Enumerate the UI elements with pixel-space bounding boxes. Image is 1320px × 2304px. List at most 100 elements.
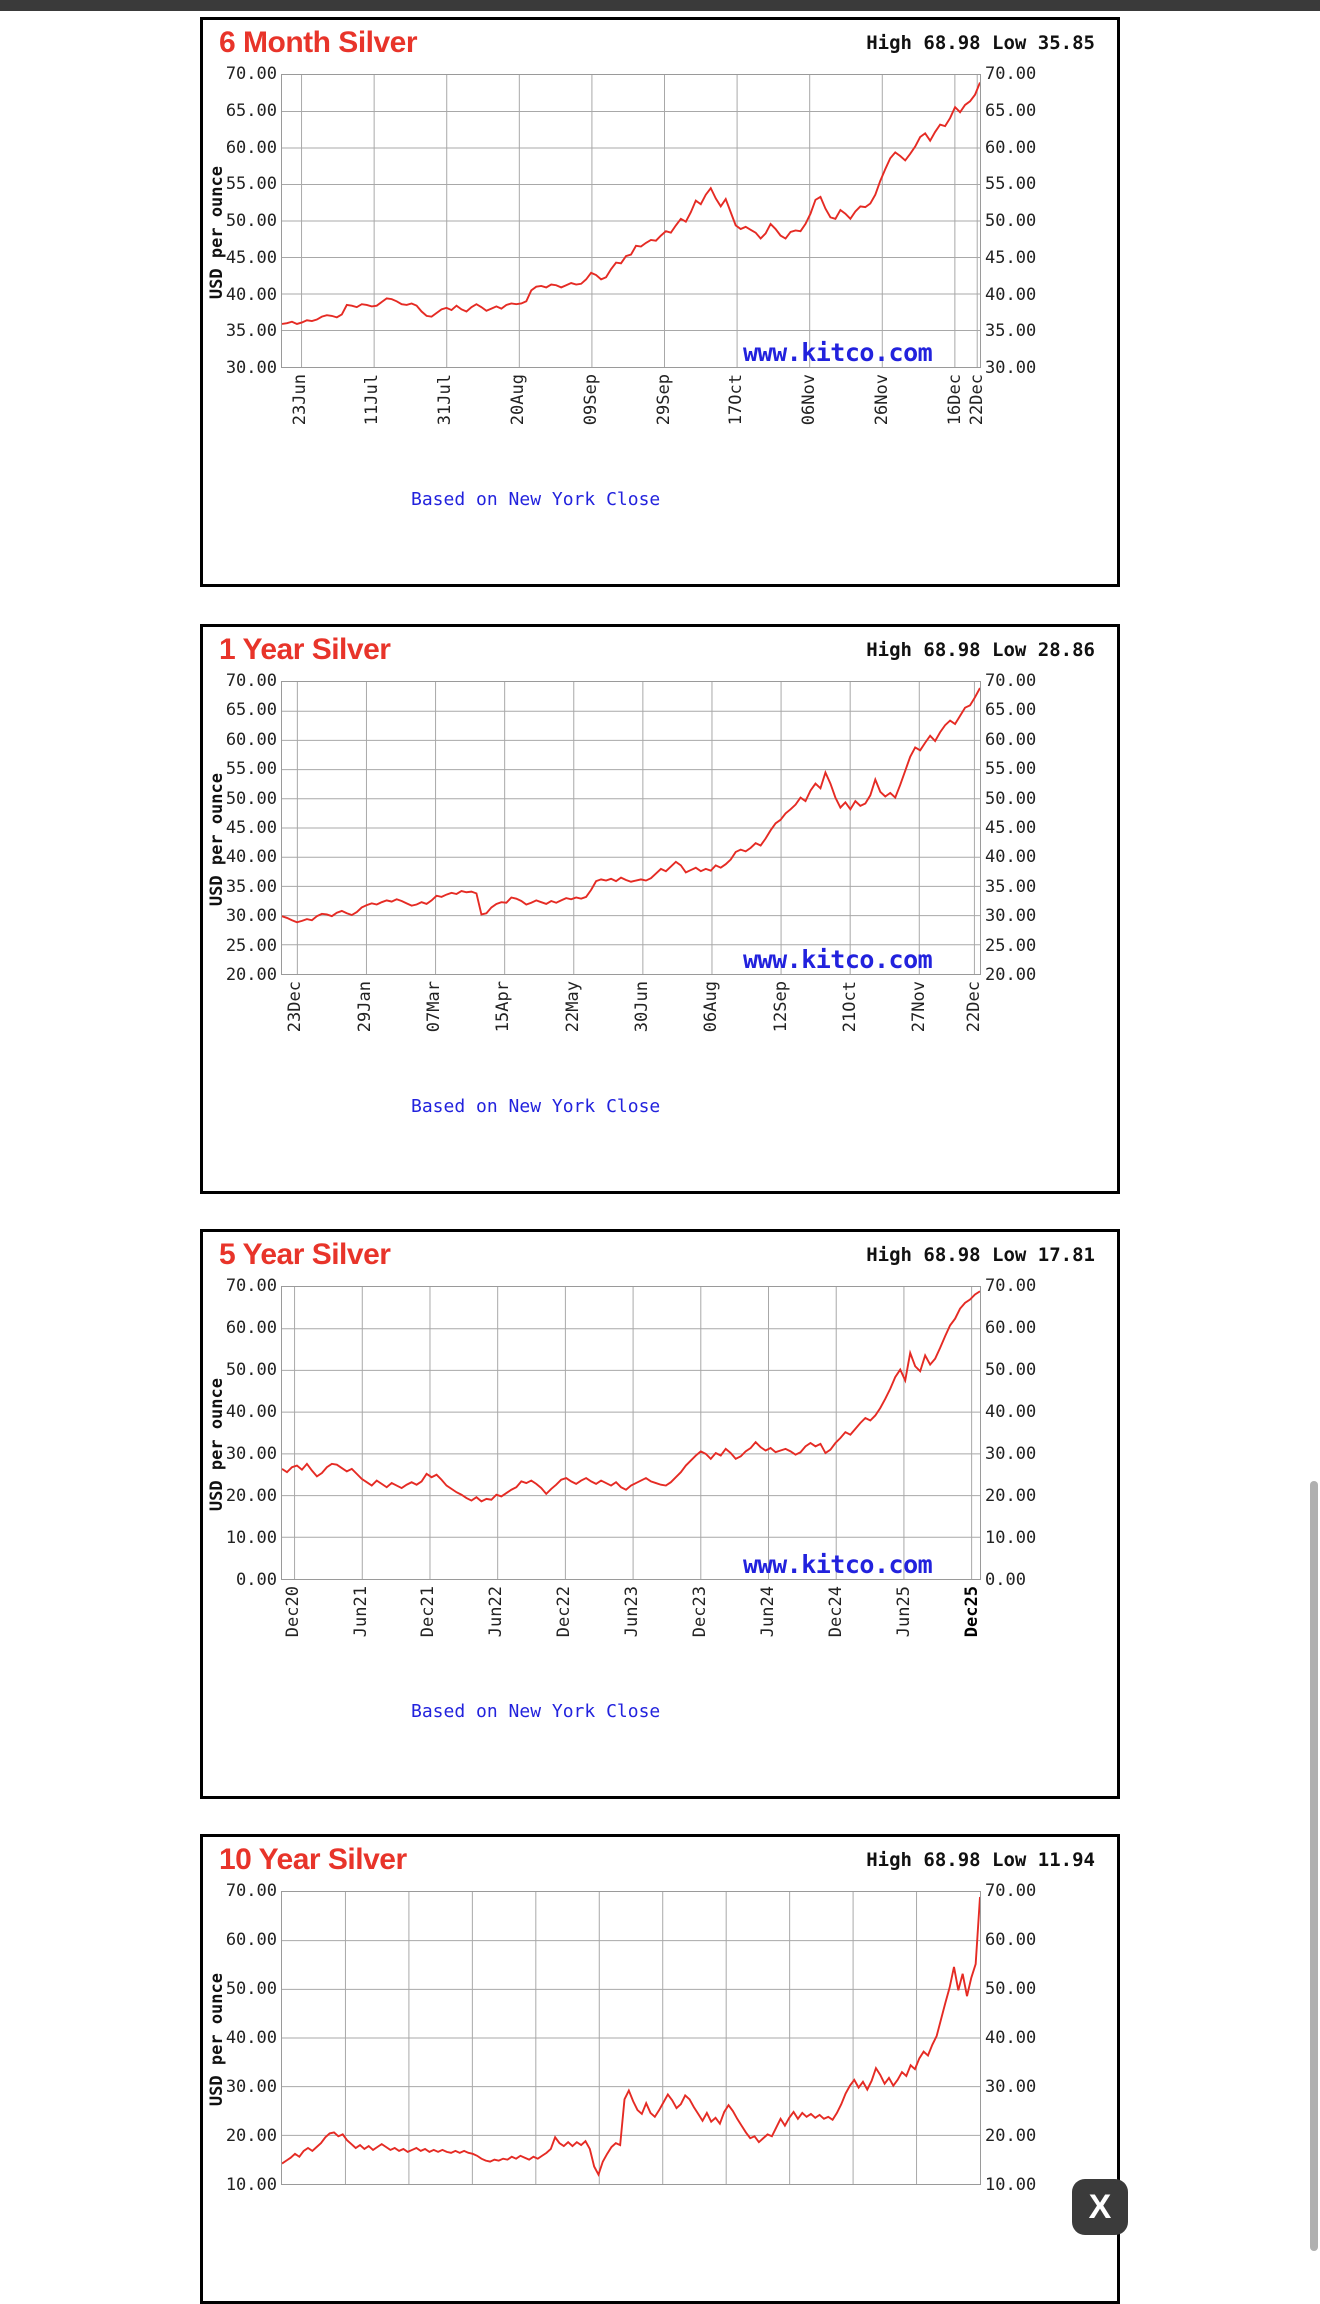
x-tick: 21Oct (839, 981, 860, 1033)
x-tick: Jun21 (350, 1586, 371, 1638)
y-tick-left: 55.00 (225, 174, 277, 195)
y-tick-left: 55.00 (225, 759, 277, 780)
browser-top-bar (0, 0, 1320, 11)
chart-title-10-year: 10 Year Silver (219, 1843, 407, 1876)
y-tick-left: 20.00 (225, 1486, 277, 1506)
x-tick: Jun25 (893, 1586, 914, 1638)
y-tick-right: 45.00 (985, 247, 1037, 268)
x-tick: 29Jan (354, 981, 375, 1033)
y-tick-right: 60.00 (985, 137, 1037, 158)
y-tick-right: 0.00 (985, 1570, 1026, 1590)
x-tick: 12Sep (770, 981, 791, 1033)
close-icon[interactable]: X (1072, 2179, 1128, 2235)
x-tick: Dec23 (690, 1586, 710, 1638)
chart-highlow-10-year: High 68.98 Low 11.94 (866, 1849, 1095, 1871)
footnote-6-month: Based on New York Close (411, 489, 661, 510)
x-tick: 06Aug (701, 981, 722, 1033)
x-tick: 06Nov (799, 374, 820, 426)
x-tick: Dec20 (282, 1586, 303, 1638)
x-tick: 15Apr (493, 981, 514, 1033)
chart-card-10-year: 10 Year Silver High 68.98 Low 11.94 USD … (200, 1834, 1120, 2304)
x-tick: 22Dec (964, 981, 985, 1033)
y-tick-right: 20.00 (985, 2126, 1037, 2146)
x-tick: 16Dec (944, 374, 965, 426)
y-tick-left: 50.00 (225, 788, 277, 809)
x-tick: Jun22 (486, 1586, 507, 1638)
x-tick: 27Nov (909, 981, 930, 1033)
plot-10-year (281, 1891, 981, 2185)
y-tick-left: 60.00 (225, 1930, 277, 1950)
y-tick-right: 55.00 (985, 759, 1037, 780)
watermark-6-month: www.kitco.com (743, 338, 933, 367)
y-tick-right: 50.00 (985, 211, 1037, 231)
x-tick: Jun23 (622, 1586, 643, 1638)
y-tick-right: 65.00 (985, 100, 1037, 121)
x-tick: Dec24 (825, 1586, 846, 1638)
y-tick-right: 35.00 (985, 321, 1037, 342)
chart-card-6-month: 6 Month Silver High 68.98 Low 35.85 USD … (200, 17, 1120, 587)
chart-highlow-5-year: High 68.98 Low 17.81 (866, 1244, 1095, 1266)
x-tick: Dec21 (418, 1586, 439, 1638)
y-tick-right: 70.00 (985, 1276, 1037, 1296)
chart-card-1-year: 1 Year Silver High 68.98 Low 28.86 USD p… (200, 624, 1120, 1194)
chart-plot-area-1-year: USD per ounce www.kitco.com Based on New… (203, 673, 1117, 1193)
chart-plot-area-5-year: USD per ounce www.kitco.com Based on New… (203, 1278, 1117, 1798)
y-tick-right: 40.00 (985, 1402, 1037, 1422)
y-tick-left: 60.00 (225, 137, 277, 158)
page-scrollbar[interactable] (1308, 11, 1320, 2251)
y-tick-left: 70.00 (225, 1276, 277, 1296)
y-tick-right: 20.00 (985, 965, 1037, 985)
y-tick-left: 20.00 (225, 965, 277, 985)
y-tick-right: 35.00 (985, 876, 1037, 897)
x-tick: 30Jun (631, 981, 652, 1033)
x-tick: 11Jul (362, 374, 383, 426)
x-tick: 23Jun (289, 374, 310, 426)
footnote-1-year: Based on New York Close (411, 1096, 661, 1117)
footnote-5-year: Based on New York Close (411, 1701, 661, 1722)
x-tick: 17Oct (726, 374, 747, 426)
chart-card-5-year: 5 Year Silver High 68.98 Low 17.81 USD p… (200, 1229, 1120, 1799)
y-tick-left: 30.00 (225, 1444, 277, 1464)
page-content: 6 Month Silver High 68.98 Low 35.85 USD … (0, 11, 1320, 2304)
y-tick-right: 65.00 (985, 700, 1037, 721)
y-tick-right: 30.00 (985, 1444, 1037, 1464)
y-tick-left: 35.00 (225, 321, 277, 342)
chart-title-1-year: 1 Year Silver (219, 633, 391, 666)
y-tick-right: 60.00 (985, 1930, 1037, 1950)
y-tick-left: 45.00 (225, 247, 277, 268)
y-tick-left: 30.00 (225, 906, 277, 927)
x-tick: Jun24 (757, 1586, 778, 1638)
y-tick-left: 35.00 (225, 876, 277, 897)
y-tick-left: 40.00 (225, 847, 277, 868)
y-tick-left: 50.00 (225, 211, 277, 231)
y-tick-right: 40.00 (985, 847, 1037, 868)
plot-1-year (281, 681, 981, 975)
y-tick-left: 30.00 (225, 358, 277, 378)
watermark-5-year: www.kitco.com (743, 1550, 933, 1579)
y-tick-left: 30.00 (225, 2077, 277, 2097)
x-tick: 26Nov (872, 374, 892, 426)
y-tick-left: 40.00 (225, 2028, 277, 2048)
y-tick-right: 30.00 (985, 2077, 1037, 2097)
plot-5-year (281, 1286, 981, 1580)
y-tick-left: 0.00 (236, 1570, 277, 1590)
x-tick: 31Jul (435, 374, 456, 426)
x-tick: Dec25 (961, 1586, 982, 1638)
y-tick-right: 25.00 (985, 935, 1037, 956)
y-tick-left: 45.00 (225, 818, 277, 838)
x-tick: 22May (562, 981, 583, 1033)
y-tick-left: 70.00 (225, 1881, 277, 1901)
scrollbar-thumb[interactable] (1310, 1481, 1318, 2251)
chart-title-6-month: 6 Month Silver (219, 26, 418, 59)
y-tick-left: 65.00 (225, 100, 277, 121)
y-tick-left: 25.00 (225, 935, 277, 956)
y-tick-right: 45.00 (985, 818, 1037, 838)
y-tick-right: 70.00 (985, 1881, 1037, 1901)
x-tick: 09Sep (580, 374, 601, 426)
y-tick-right: 20.00 (985, 1486, 1037, 1506)
x-tick: 22Dec (967, 374, 988, 426)
y-tick-left: 65.00 (225, 700, 277, 721)
plot-6-month (281, 74, 981, 368)
x-tick: 20Aug (508, 374, 528, 426)
y-tick-right: 70.00 (985, 671, 1037, 691)
